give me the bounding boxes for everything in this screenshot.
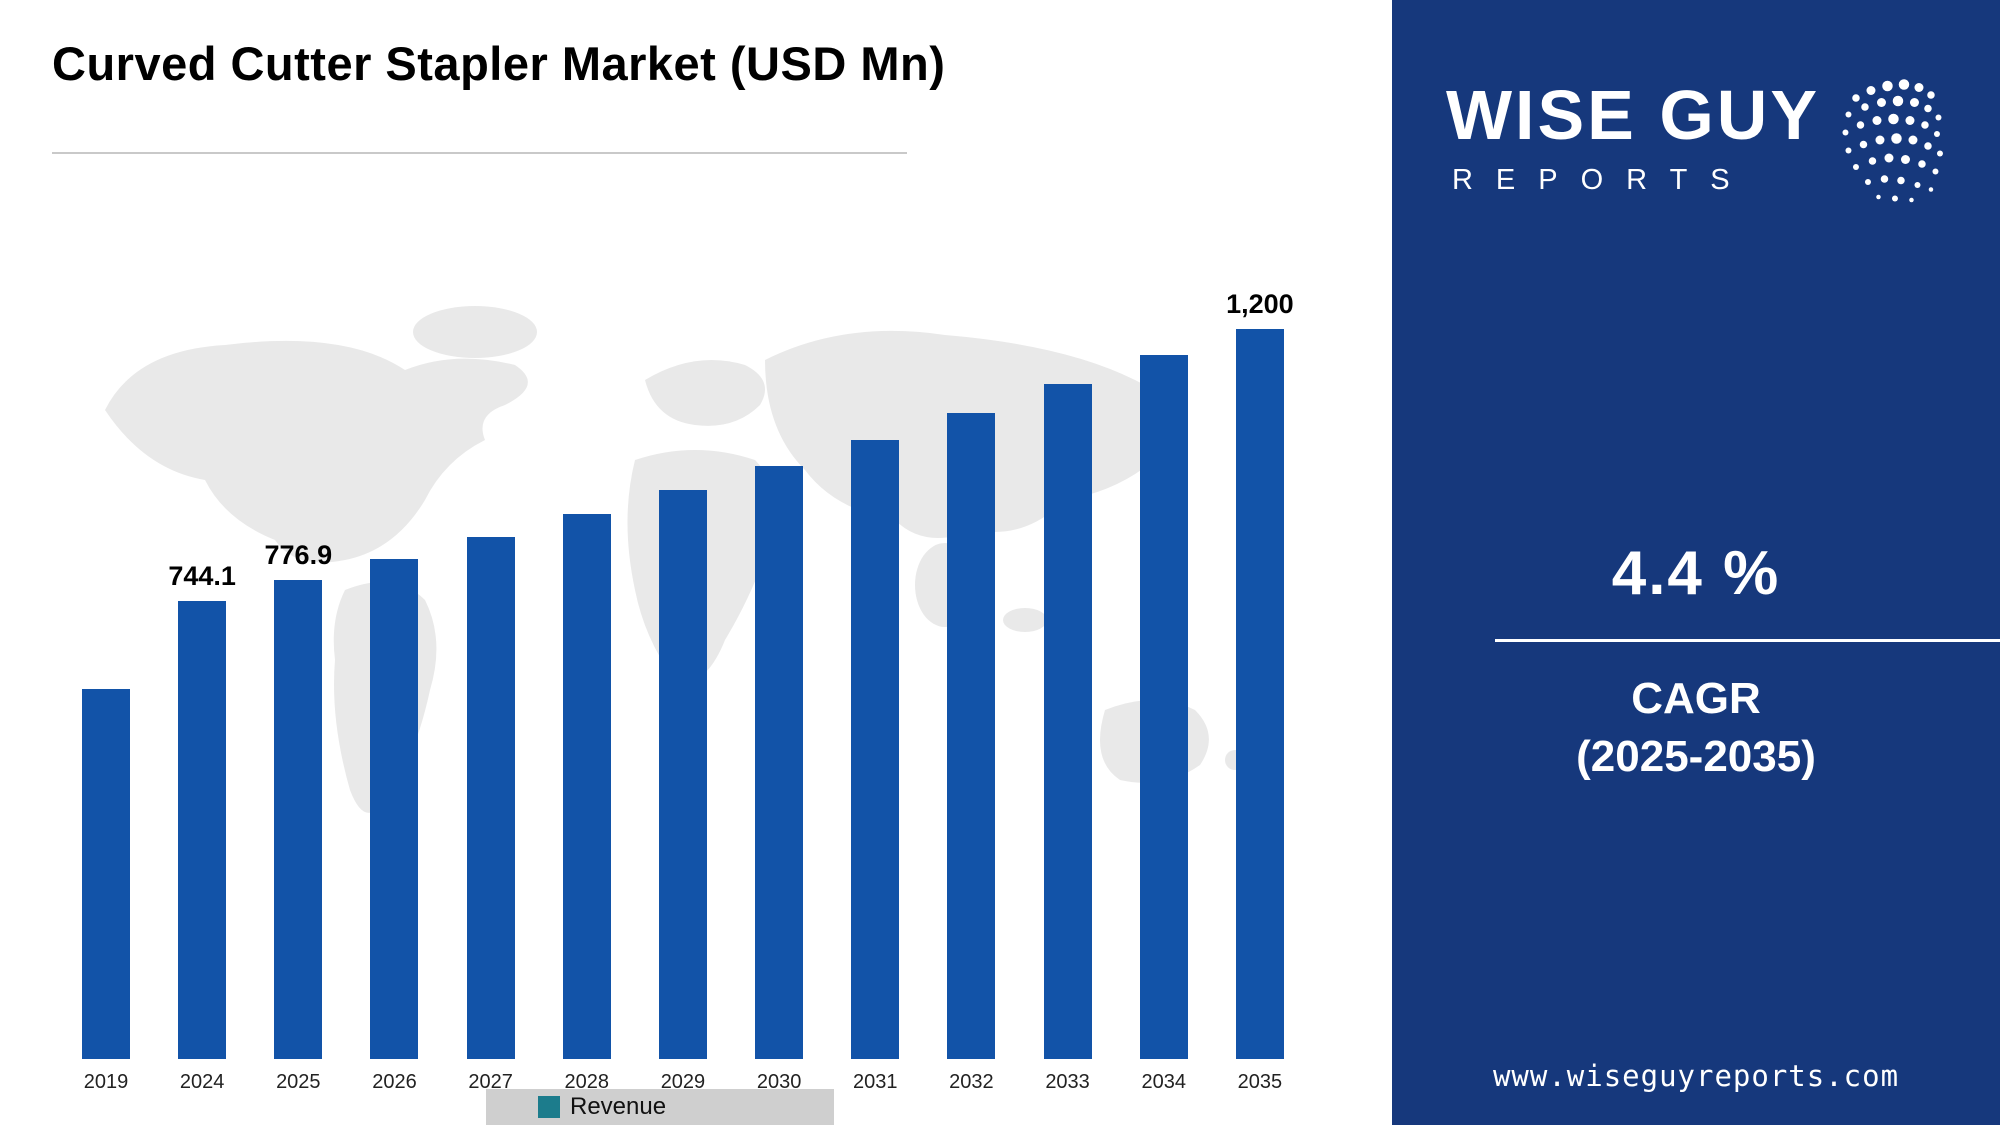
bar-column: 776.9 2025: [250, 289, 346, 1093]
bar: [1235, 329, 1284, 1059]
x-axis-tick-label: 2024: [179, 1071, 225, 1093]
bar-column: 2028: [539, 289, 635, 1093]
x-axis-tick-label: 2029: [660, 1071, 706, 1093]
title-divider: [52, 152, 907, 154]
legend-label: Revenue: [570, 1093, 667, 1120]
bar: [274, 580, 323, 1059]
bar: [658, 490, 707, 1059]
cagr-range: (2025-2035): [1576, 732, 1816, 781]
cagr-value: 4.4 %: [1611, 539, 1781, 608]
brand-panel: WISE GUY REPORTS 4.4 % CAGR (2025-2035) …: [1392, 0, 2000, 1125]
bar-column: 1,200 2035: [1212, 289, 1308, 1093]
x-axis-tick-label: 2028: [564, 1071, 610, 1093]
bar-column: 2032: [923, 289, 1019, 1093]
x-axis-tick-label: 2027: [468, 1071, 513, 1093]
x-axis-tick-label: 2026: [372, 1071, 417, 1093]
cagr-divider: [1495, 639, 2000, 642]
x-axis-tick-label: 2034: [1141, 1071, 1186, 1093]
dotted-head-icon: [1842, 79, 1944, 203]
x-axis-tick-label: 2035: [1237, 1071, 1283, 1093]
chart-panel: Curved Cutter Stapler Market (USD Mn) 20…: [52, 37, 1308, 1125]
legend-background: Revenue: [486, 1089, 834, 1125]
bar: [851, 440, 900, 1059]
bar: [370, 559, 419, 1059]
bar-column: 2030: [731, 289, 827, 1093]
x-axis-tick-label: 2030: [756, 1071, 802, 1093]
bar-value-label: 1,200: [1226, 289, 1294, 319]
logo-reports-text: REPORTS: [1451, 164, 1753, 196]
bar-column: 2027: [443, 289, 539, 1093]
bar: [466, 537, 515, 1059]
cagr-block: 4.4 % CAGR (2025-2035): [1392, 538, 2000, 782]
bar-column: 2034: [1116, 289, 1212, 1093]
bar-column: 2029: [635, 289, 731, 1093]
bar-column: 744.1 2024: [154, 289, 250, 1093]
x-axis-tick-label: 2031: [853, 1071, 898, 1093]
bar: [1043, 384, 1092, 1059]
bar: [562, 514, 611, 1059]
bar-value-label: 744.1: [168, 561, 236, 591]
bar-column: 2026: [346, 289, 442, 1093]
x-axis-tick-label: 2032: [949, 1071, 994, 1093]
chart-title: Curved Cutter Stapler Market (USD Mn): [52, 37, 946, 90]
cagr-label: CAGR: [1631, 674, 1761, 723]
bar-column: 2031: [827, 289, 923, 1093]
logo-wiseguy-text: WISE GUY: [1445, 76, 1821, 154]
bar-column: 2019: [58, 289, 154, 1093]
website-url[interactable]: www.wiseguyreports.com: [1492, 1059, 1900, 1093]
bar: [755, 466, 804, 1059]
bar: [1139, 355, 1188, 1059]
wise-guy-logo: WISE GUY REPORTS: [1446, 79, 1946, 218]
bar-column: 2033: [1020, 289, 1116, 1093]
bar-chart: 2019 744.1 2024 776.9 2025 2026 2027 2028 2029 20…: [58, 289, 1308, 1093]
x-axis-tick-label: 2033: [1045, 1071, 1090, 1093]
legend-swatch: [538, 1096, 560, 1118]
bar-value-label: 776.9: [264, 540, 333, 570]
bar: [178, 601, 227, 1059]
x-axis-tick-label: 2025: [276, 1071, 321, 1093]
bar: [947, 413, 996, 1059]
bar: [82, 689, 130, 1059]
logo-text: WISE GUY REPORTS: [1446, 80, 1820, 197]
x-axis-tick-label: 2019: [83, 1071, 129, 1093]
